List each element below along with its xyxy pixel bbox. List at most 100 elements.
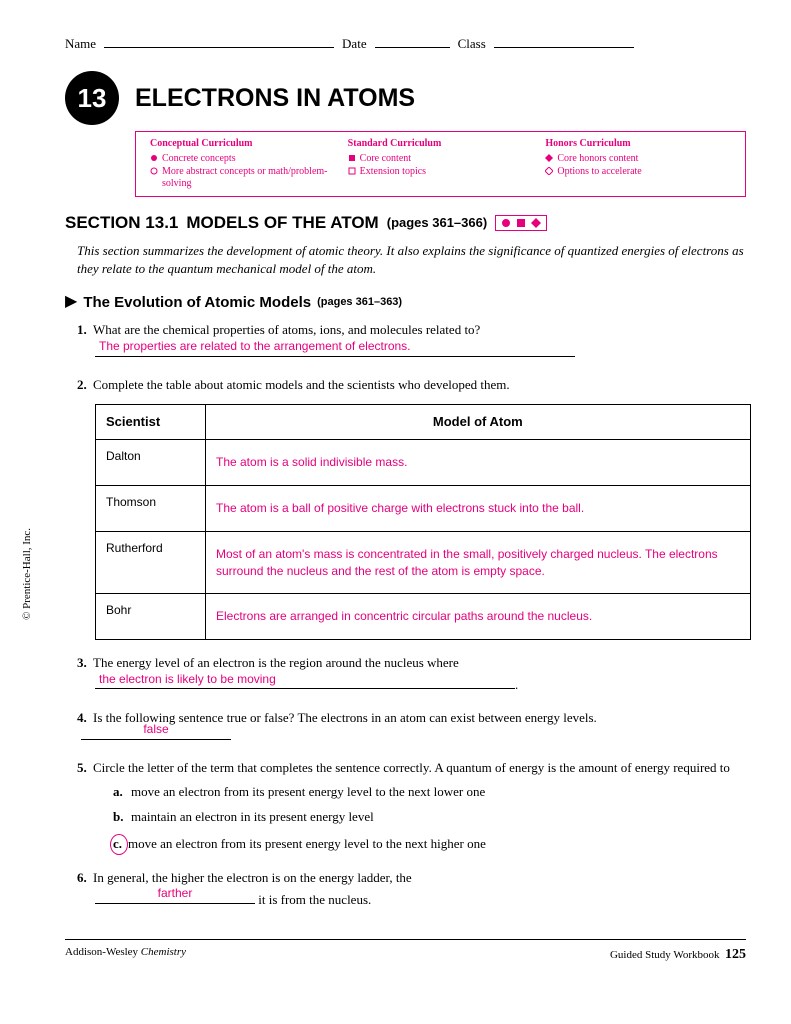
th-scientist: Scientist <box>96 405 206 440</box>
honors-col: Honors Curriculum Core honors content Op… <box>539 137 737 191</box>
q6-answer: farther <box>158 885 193 902</box>
section-markers <box>495 215 547 231</box>
footer-right: Guided Study Workbook 125 <box>610 945 746 965</box>
question-4: 4.Is the following sentence true or fals… <box>77 709 746 745</box>
honors-title: Honors Curriculum <box>545 137 731 151</box>
q2-num: 2. <box>77 376 93 394</box>
standard-title: Standard Curriculum <box>348 137 534 151</box>
q1-answer-blank[interactable]: The properties are related to the arrang… <box>95 356 575 357</box>
q5-choice-c[interactable]: c.move an electron from its present ener… <box>113 834 746 855</box>
q2-text: Complete the table about atomic models a… <box>93 377 510 392</box>
chapter-number-badge: 13 <box>65 71 119 125</box>
name-blank[interactable] <box>104 47 334 48</box>
q5-choice-b[interactable]: b.maintain an electron in its present en… <box>113 808 746 826</box>
q5-text: Circle the letter of the term that compl… <box>93 760 730 775</box>
subsection-heading: ▶ The Evolution of Atomic Models (pages … <box>65 291 746 313</box>
filled-circle-icon <box>501 218 511 228</box>
q6-text1: In general, the higher the electron is o… <box>93 870 412 885</box>
cell-model: Most of an atom's mass is concentrated i… <box>206 531 751 594</box>
choice-text: move an electron from its present energy… <box>131 784 485 799</box>
curriculum-legend: Conceptual Curriculum Concrete concepts … <box>135 131 746 197</box>
section-label: SECTION 13.1 <box>65 211 178 235</box>
question-3: 3.The energy level of an electron is the… <box>77 654 746 694</box>
q1-answer: The properties are related to the arrang… <box>99 338 411 355</box>
class-blank[interactable] <box>494 47 634 48</box>
cell-scientist: Dalton <box>96 440 206 486</box>
th-model: Model of Atom <box>206 405 751 440</box>
standard-item2: Extension topics <box>360 166 426 178</box>
question-list: 1.What are the chemical properties of at… <box>77 321 746 909</box>
section-pages: (pages 361–366) <box>387 214 487 232</box>
honors-item2: Options to accelerate <box>557 166 641 178</box>
conceptual-item2: More abstract concepts or math/problem-s… <box>162 166 336 190</box>
section-name: MODELS OF THE ATOM <box>186 211 378 235</box>
subsection-pages: (pages 361–363) <box>317 295 402 310</box>
filled-square-icon <box>348 154 356 162</box>
table-row: ThomsonThe atom is a ball of positive ch… <box>96 486 751 532</box>
q1-num: 1. <box>77 321 93 339</box>
q6-num: 6. <box>77 869 93 887</box>
filled-diamond-icon <box>545 154 553 162</box>
q5-num: 5. <box>77 759 93 777</box>
q3-text2: . <box>515 677 518 692</box>
date-blank[interactable] <box>375 47 450 48</box>
chapter-title: ELECTRONS IN ATOMS <box>135 81 415 116</box>
choice-text: move an electron from its present energy… <box>128 836 486 851</box>
q1-text: What are the chemical properties of atom… <box>93 322 480 337</box>
cell-model: The atom is a solid indivisible mass. <box>206 440 751 486</box>
page-number: 125 <box>725 947 746 962</box>
q3-num: 3. <box>77 654 93 672</box>
filled-square-icon <box>516 218 526 228</box>
date-label: Date <box>342 35 367 53</box>
standard-col: Standard Curriculum Core content Extensi… <box>342 137 540 191</box>
open-circle-icon <box>150 167 158 175</box>
standard-item1: Core content <box>360 153 411 165</box>
conceptual-item1: Concrete concepts <box>162 153 236 165</box>
table-row: RutherfordMost of an atom's mass is conc… <box>96 531 751 594</box>
q3-answer: the electron is likely to be moving <box>99 671 276 688</box>
choice-label: b. <box>113 808 131 826</box>
cell-scientist: Thomson <box>96 486 206 532</box>
footer-workbook: Guided Study Workbook <box>610 949 720 961</box>
choice-label-circled: c. <box>110 834 128 855</box>
conceptual-col: Conceptual Curriculum Concrete concepts … <box>144 137 342 191</box>
question-5: 5.Circle the letter of the term that com… <box>77 759 746 855</box>
cell-model: Electrons are arranged in concentric cir… <box>206 594 751 640</box>
q6-answer-blank[interactable]: farther <box>95 903 255 904</box>
subsection-title: The Evolution of Atomic Models <box>83 292 311 313</box>
q4-answer: false <box>143 721 168 738</box>
class-label: Class <box>458 35 486 53</box>
question-1: 1.What are the chemical properties of at… <box>77 321 746 361</box>
choice-label: a. <box>113 783 131 801</box>
table-row: BohrElectrons are arranged in concentric… <box>96 594 751 640</box>
q3-answer-blank[interactable]: the electron is likely to be moving <box>95 688 515 689</box>
section-heading: SECTION 13.1 MODELS OF THE ATOM (pages 3… <box>65 211 746 235</box>
footer-left: Addison-Wesley Chemistry <box>65 945 186 965</box>
chapter-header: 13 ELECTRONS IN ATOMS <box>65 71 746 125</box>
filled-diamond-icon <box>531 218 541 228</box>
copyright-text: © Prentice-Hall, Inc. <box>20 528 35 620</box>
cell-scientist: Bohr <box>96 594 206 640</box>
open-square-icon <box>348 167 356 175</box>
header-fields: Name Date Class <box>65 35 746 53</box>
page-footer: Addison-Wesley Chemistry Guided Study Wo… <box>65 939 746 965</box>
filled-circle-icon <box>150 154 158 162</box>
cell-scientist: Rutherford <box>96 531 206 594</box>
name-label: Name <box>65 35 96 53</box>
section-intro: This section summarizes the development … <box>77 242 746 277</box>
triangle-right-icon: ▶ <box>65 291 77 313</box>
conceptual-title: Conceptual Curriculum <box>150 137 336 151</box>
table-row: DaltonThe atom is a solid indivisible ma… <box>96 440 751 486</box>
q6-text2: it is from the nucleus. <box>255 892 371 907</box>
honors-item1: Core honors content <box>557 153 638 165</box>
q5-choices: a.move an electron from its present ener… <box>113 783 746 855</box>
footer-publisher: Addison-Wesley <box>65 946 141 958</box>
question-2: 2.Complete the table about atomic models… <box>77 376 746 640</box>
q4-answer-blank[interactable]: false <box>81 739 231 740</box>
choice-text: maintain an electron in its present ener… <box>131 809 374 824</box>
q5-choice-a[interactable]: a.move an electron from its present ener… <box>113 783 746 801</box>
atomic-models-table: ScientistModel of Atom DaltonThe atom is… <box>95 404 751 640</box>
open-diamond-icon <box>545 167 553 175</box>
q4-num: 4. <box>77 709 93 727</box>
footer-book: Chemistry <box>141 946 186 958</box>
